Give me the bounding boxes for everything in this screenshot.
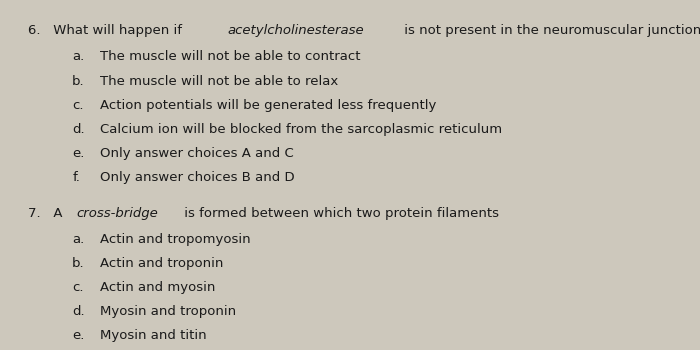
Text: Actin and myosin: Actin and myosin <box>99 281 215 294</box>
Text: acetylcholinesterase: acetylcholinesterase <box>228 24 364 37</box>
Text: d.: d. <box>72 122 85 135</box>
Text: is formed between which two protein filaments: is formed between which two protein fila… <box>180 206 499 219</box>
Text: Myosin and troponin: Myosin and troponin <box>99 305 236 318</box>
Text: The muscle will not be able to contract: The muscle will not be able to contract <box>99 50 360 63</box>
Text: b.: b. <box>72 75 85 88</box>
Text: c.: c. <box>72 98 84 112</box>
Text: Actin and troponin: Actin and troponin <box>99 257 223 270</box>
Text: e.: e. <box>72 329 85 342</box>
Text: 7.   A: 7. A <box>27 206 66 219</box>
Text: is not present in the neuromuscular junction?: is not present in the neuromuscular junc… <box>400 24 700 37</box>
Text: Action potentials will be generated less frequently: Action potentials will be generated less… <box>99 98 436 112</box>
Text: a.: a. <box>72 50 85 63</box>
Text: Actin and tropomyosin: Actin and tropomyosin <box>99 233 250 246</box>
Text: The muscle will not be able to relax: The muscle will not be able to relax <box>99 75 338 88</box>
Text: f.: f. <box>72 170 80 183</box>
Text: 6.   What will happen if: 6. What will happen if <box>27 24 186 37</box>
Text: a.: a. <box>72 233 85 246</box>
Text: e.: e. <box>72 147 85 160</box>
Text: Only answer choices A and C: Only answer choices A and C <box>99 147 293 160</box>
Text: d.: d. <box>72 305 85 318</box>
Text: cross-bridge: cross-bridge <box>76 206 158 219</box>
Text: Calcium ion will be blocked from the sarcoplasmic reticulum: Calcium ion will be blocked from the sar… <box>99 122 502 135</box>
Text: Only answer choices B and D: Only answer choices B and D <box>99 170 294 183</box>
Text: c.: c. <box>72 281 84 294</box>
Text: Myosin and titin: Myosin and titin <box>99 329 206 342</box>
Text: b.: b. <box>72 257 85 270</box>
